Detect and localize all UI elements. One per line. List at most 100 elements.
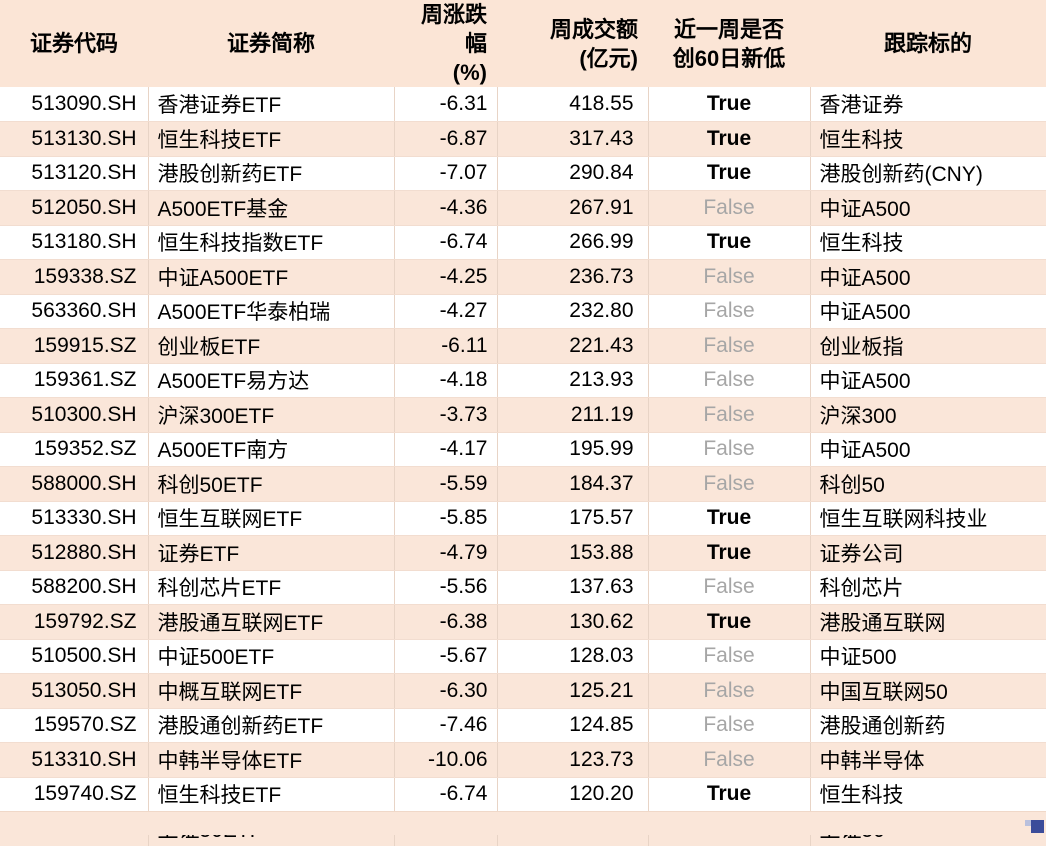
cell-60day-new-low: False <box>648 190 811 226</box>
table-row[interactable]: 513180.SH 恒生科技指数ETF -6.74 266.99 True 恒生科技 <box>0 225 1046 261</box>
cell-weekly-turnover: 211.19 <box>497 397 649 433</box>
cell-weekly-turnover: 236.73 <box>497 259 649 295</box>
cell-security-code: 513130.SH <box>0 121 149 157</box>
cell-60day-new-low: False <box>648 639 811 675</box>
cell-security-name: 科创芯片ETF <box>148 570 395 606</box>
cell-weekly-change: -7.07 <box>394 156 498 192</box>
cell-weekly-turnover: 120.20 <box>497 777 649 813</box>
cell-security-name: A500ETF易方达 <box>148 363 395 399</box>
cell-tracking-index: 恒生互联网科技业 <box>810 501 1046 537</box>
cell-60day-new-low: False <box>648 328 811 364</box>
table-row[interactable]: 513130.SH 恒生科技ETF -6.87 317.43 True 恒生科技 <box>0 121 1046 157</box>
column-header-weekly-turnover[interactable]: 周成交额 (亿元) <box>497 0 648 88</box>
cell-tracking-index: 中证A500 <box>810 190 1046 226</box>
cell-60day-new-low: False <box>648 363 811 399</box>
cell-60day-new-low: True <box>648 121 811 157</box>
cell-security-name: 恒生科技指数ETF <box>148 225 395 261</box>
resize-handle[interactable] <box>1031 820 1044 833</box>
cell-weekly-change: -6.38 <box>394 604 498 640</box>
table-row[interactable]: 588200.SH 科创芯片ETF -5.56 137.63 False 科创芯片 <box>0 570 1046 606</box>
cell-tracking-index: 港股创新药(CNY) <box>810 156 1046 192</box>
cell-weekly-change: -4.18 <box>394 363 498 399</box>
cell-security-code: 159352.SZ <box>0 432 149 468</box>
table-row[interactable]: 513090.SH 香港证券ETF -6.31 418.55 True 香港证券 <box>0 87 1046 123</box>
cell-security-code: 513330.SH <box>0 501 149 537</box>
cell-weekly-turnover: 128.03 <box>497 639 649 675</box>
cell-security-name: 中证500ETF <box>148 639 395 675</box>
cell-weekly-turnover: 123.73 <box>497 742 649 778</box>
cell-weekly-change: -6.31 <box>394 87 498 123</box>
cell-security-code: 159792.SZ <box>0 604 149 640</box>
cell-security-code: 513050.SH <box>0 673 149 709</box>
cell-weekly-turnover: 418.55 <box>497 87 649 123</box>
cell-tracking-index: 恒生科技 <box>810 121 1046 157</box>
cell-weekly-turnover: 130.62 <box>497 604 649 640</box>
column-header-security-name[interactable]: 证券简称 <box>148 0 394 88</box>
table-row[interactable]: 159570.SZ 港股通创新药ETF -7.46 124.85 False 港股通创新药 <box>0 708 1046 744</box>
cell-60day-new-low: False <box>648 742 811 778</box>
cell-security-code: 512050.SH <box>0 190 149 226</box>
table-row[interactable]: 588000.SH 科创50ETF -5.59 184.37 False 科创50 <box>0 466 1046 502</box>
table-row[interactable]: 159792.SZ 港股通互联网ETF -6.38 130.62 True 港股通互联网 <box>0 604 1046 640</box>
cell-weekly-change: -5.59 <box>394 466 498 502</box>
cell-60day-new-low: True <box>648 535 811 571</box>
cell-security-code: 588200.SH <box>0 570 149 606</box>
cell-security-name: A500ETF华泰柏瑞 <box>148 294 395 330</box>
table-row[interactable]: 513310.SH 中韩半导体ETF -10.06 123.73 False 中韩半导体 <box>0 742 1046 778</box>
table-row[interactable]: 159915.SZ 创业板ETF -6.11 221.43 False 创业板指 <box>0 328 1046 364</box>
cell-weekly-turnover: 124.85 <box>497 708 649 744</box>
cell-weekly-change: -3.73 <box>394 397 498 433</box>
cell-security-code: 159740.SZ <box>0 777 149 813</box>
cell-security-code: 563360.SH <box>0 294 149 330</box>
cell-weekly-change: -6.30 <box>394 673 498 709</box>
cell-security-code: 159570.SZ <box>0 708 149 744</box>
table-row[interactable]: 513120.SH 港股创新药ETF -7.07 290.84 True 港股创新药(CN… <box>0 156 1046 192</box>
cell-security-code: 513180.SH <box>0 225 149 261</box>
cell-weekly-turnover: 266.99 <box>497 225 649 261</box>
cell-security-code: 510500.SH <box>0 639 149 675</box>
cell-security-name: 中概互联网ETF <box>148 673 395 709</box>
cell-security-code: 513120.SH <box>0 156 149 192</box>
table-row[interactable]: 510300.SH 沪深300ETF -3.73 211.19 False 沪深300 <box>0 397 1046 433</box>
cell-security-name: 港股通创新药ETF <box>148 708 395 744</box>
cell-weekly-change: -6.74 <box>394 777 498 813</box>
cell-security-name: 港股创新药ETF <box>148 156 395 192</box>
cell-weekly-change: -4.17 <box>394 432 498 468</box>
table-row[interactable]: 513050.SH 中概互联网ETF -6.30 125.21 False 中国互联网50 <box>0 673 1046 709</box>
cell-weekly-change: -6.74 <box>394 225 498 261</box>
cell-security-name: 沪深300ETF <box>148 397 395 433</box>
cell-tracking-index: 香港证券 <box>810 87 1046 123</box>
column-header-weekly-change[interactable]: 周涨跌幅 (%) <box>394 0 497 88</box>
column-header-60day-new-low[interactable]: 近一周是否 创60日新低 <box>648 0 810 88</box>
table-row[interactable]: 159352.SZ A500ETF南方 -4.17 195.99 False 中证A500 <box>0 432 1046 468</box>
resize-handle-shadow <box>1025 820 1031 826</box>
bottom-strip <box>0 811 1046 835</box>
cell-60day-new-low: True <box>648 501 811 537</box>
table-row[interactable]: 512880.SH 证券ETF -4.79 153.88 True 证券公司 <box>0 535 1046 571</box>
table-row[interactable]: 510500.SH 中证500ETF -5.67 128.03 False 中证500 <box>0 639 1046 675</box>
table-row[interactable]: 159740.SZ 恒生科技ETF -6.74 120.20 True 恒生科技 <box>0 777 1046 813</box>
column-header-security-code[interactable]: 证券代码 <box>0 0 148 88</box>
table-row[interactable]: 563360.SH A500ETF华泰柏瑞 -4.27 232.80 False 中证A5… <box>0 294 1046 330</box>
table-row[interactable]: 159361.SZ A500ETF易方达 -4.18 213.93 False 中证A50… <box>0 363 1046 399</box>
cell-weekly-turnover: 232.80 <box>497 294 649 330</box>
cell-weekly-change: -5.67 <box>394 639 498 675</box>
table-body: 513090.SH 香港证券ETF -6.31 418.55 True 香港证券 51313… <box>0 87 1046 846</box>
cell-60day-new-low: False <box>648 708 811 744</box>
cell-60day-new-low: False <box>648 294 811 330</box>
table-row[interactable]: 159338.SZ 中证A500ETF -4.25 236.73 False 中证A500 <box>0 259 1046 295</box>
cell-weekly-turnover: 137.63 <box>497 570 649 606</box>
cell-security-code: 512880.SH <box>0 535 149 571</box>
cell-weekly-turnover: 317.43 <box>497 121 649 157</box>
cell-weekly-change: -4.27 <box>394 294 498 330</box>
column-header-tracking-index[interactable]: 跟踪标的 <box>810 0 1046 88</box>
cell-60day-new-low: True <box>648 604 811 640</box>
cell-weekly-turnover: 184.37 <box>497 466 649 502</box>
table-row[interactable]: 512050.SH A500ETF基金 -4.36 267.91 False 中证A500 <box>0 190 1046 226</box>
table-row[interactable]: 513330.SH 恒生互联网ETF -5.85 175.57 True 恒生互联网科技业 <box>0 501 1046 537</box>
cell-weekly-change: -6.87 <box>394 121 498 157</box>
cell-weekly-change: -5.85 <box>394 501 498 537</box>
cell-weekly-turnover: 221.43 <box>497 328 649 364</box>
cell-tracking-index: 中证A500 <box>810 259 1046 295</box>
cell-security-code: 588000.SH <box>0 466 149 502</box>
